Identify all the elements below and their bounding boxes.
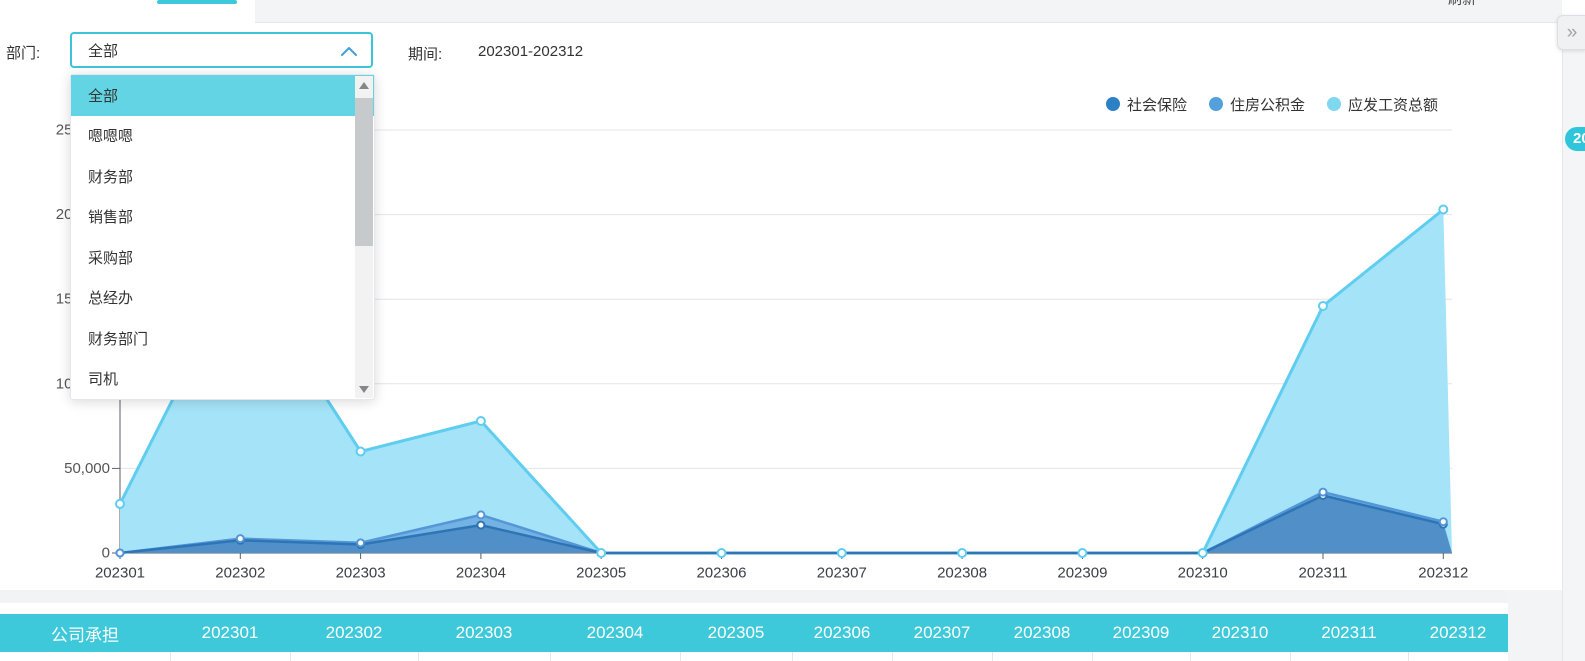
chevron-up-icon <box>341 47 357 56</box>
table-cell <box>792 652 892 661</box>
period-badge: 20 <box>1565 127 1585 151</box>
svg-text:50,000: 50,000 <box>64 460 110 477</box>
scroll-up-button[interactable] <box>355 76 373 94</box>
table-cell <box>680 652 792 661</box>
table-column-header-202304: 202304 <box>586 623 644 642</box>
table-column-header-202311: 202311 <box>1321 623 1377 642</box>
dropdown-item-0[interactable]: 全部 <box>71 75 374 116</box>
table-column-header-202309: 202309 <box>1112 623 1170 642</box>
table-column-header-202302: 202302 <box>325 623 383 642</box>
collapsed-side-panel[interactable] <box>1562 22 1585 661</box>
svg-text:202304: 202304 <box>456 564 506 581</box>
dropdown-item-3[interactable]: 销售部 <box>88 209 134 227</box>
table-cell <box>992 652 1092 661</box>
chart-legend: 社会保险 住房公积金 应发工资总额 <box>1080 94 1438 114</box>
legend-item-2[interactable]: 应发工资总额 <box>1326 94 1438 115</box>
period-value: 202301-202312 <box>478 43 584 60</box>
scrollbar-thumb[interactable] <box>355 98 373 246</box>
dropdown-scrollbar[interactable] <box>355 76 373 398</box>
department-select[interactable]: 全部 <box>70 32 373 68</box>
department-dropdown: 全部嗯嗯嗯财务部销售部采购部总经办财务部门司机 <box>70 74 375 400</box>
table-cell <box>170 652 290 661</box>
legend-label: 社会保险 <box>1126 96 1187 114</box>
table-cell <box>892 652 992 661</box>
svg-text:202310: 202310 <box>1178 564 1228 581</box>
refresh-button[interactable]: 刷新 <box>1448 0 1538 7</box>
svg-text:202306: 202306 <box>696 564 746 581</box>
chevron-double-right-icon: » <box>1566 21 1578 43</box>
legend-label: 应发工资总额 <box>1347 96 1438 114</box>
legend-dot-icon <box>1105 97 1120 111</box>
table-column-header-202310: 202310 <box>1211 623 1269 642</box>
legend-dot-icon <box>1208 97 1223 111</box>
period-label: 期间: <box>408 46 443 63</box>
dropdown-item-5[interactable]: 总经办 <box>88 290 134 308</box>
triangle-up-icon <box>359 81 369 89</box>
legend-item-1[interactable]: 住房公积金 <box>1208 94 1305 115</box>
svg-text:202302: 202302 <box>215 564 265 581</box>
table-cell <box>1190 652 1290 661</box>
table-cell <box>290 652 418 661</box>
table-row-header-cell: 公司承担 <box>51 625 119 645</box>
dropdown-item-6[interactable]: 财务部门 <box>88 330 149 348</box>
table-column-header-202306: 202306 <box>813 623 871 642</box>
dropdown-item-1[interactable]: 嗯嗯嗯 <box>88 128 134 146</box>
svg-text:202312: 202312 <box>1418 564 1468 581</box>
table-cell <box>550 652 680 661</box>
legend-item-0[interactable]: 社会保险 <box>1105 94 1187 115</box>
tab-strip[interactable] <box>255 0 1562 23</box>
triangle-down-icon <box>359 385 369 393</box>
legend-label: 住房公积金 <box>1229 96 1305 114</box>
table-cell <box>1290 652 1408 661</box>
svg-text:202305: 202305 <box>576 564 626 581</box>
table-cell <box>1092 652 1190 661</box>
table-cell <box>0 652 170 661</box>
svg-text:202301: 202301 <box>95 564 145 581</box>
table-column-header-202307: 202307 <box>913 623 971 642</box>
legend-dot-icon <box>1326 97 1341 111</box>
active-tab-underline <box>157 0 237 4</box>
table-column-header-202303: 202303 <box>455 623 513 642</box>
svg-text:0: 0 <box>102 545 110 562</box>
department-label: 部门: <box>6 45 41 62</box>
section-divider <box>0 590 1585 603</box>
dropdown-item-2[interactable]: 财务部 <box>88 168 134 186</box>
table-column-header-202305: 202305 <box>707 623 765 642</box>
svg-text:202309: 202309 <box>1057 564 1107 581</box>
scroll-down-button[interactable] <box>355 380 373 398</box>
svg-text:202308: 202308 <box>937 564 987 581</box>
dropdown-item-7[interactable]: 司机 <box>88 371 119 389</box>
department-select-value: 全部 <box>88 43 119 60</box>
company-burden-table-header: 公司承担 202301 202302 202303 202304 202305 202306… <box>0 614 1508 652</box>
refresh-label: 刷新 <box>1448 0 1538 7</box>
table-top-gap <box>0 603 1585 614</box>
table-column-header-202301: 202301 <box>201 623 259 642</box>
table-partial-row <box>0 652 1508 661</box>
table-column-header-202312: 202312 <box>1429 623 1487 642</box>
dropdown-item-4[interactable]: 采购部 <box>88 249 134 267</box>
svg-text:202303: 202303 <box>336 564 386 581</box>
table-cell <box>1408 652 1508 661</box>
expand-panel-button[interactable]: » <box>1557 15 1585 50</box>
table-cell <box>418 652 550 661</box>
svg-text:202307: 202307 <box>817 564 867 581</box>
table-column-header-202308: 202308 <box>1013 623 1071 642</box>
svg-text:202311: 202311 <box>1299 564 1348 581</box>
